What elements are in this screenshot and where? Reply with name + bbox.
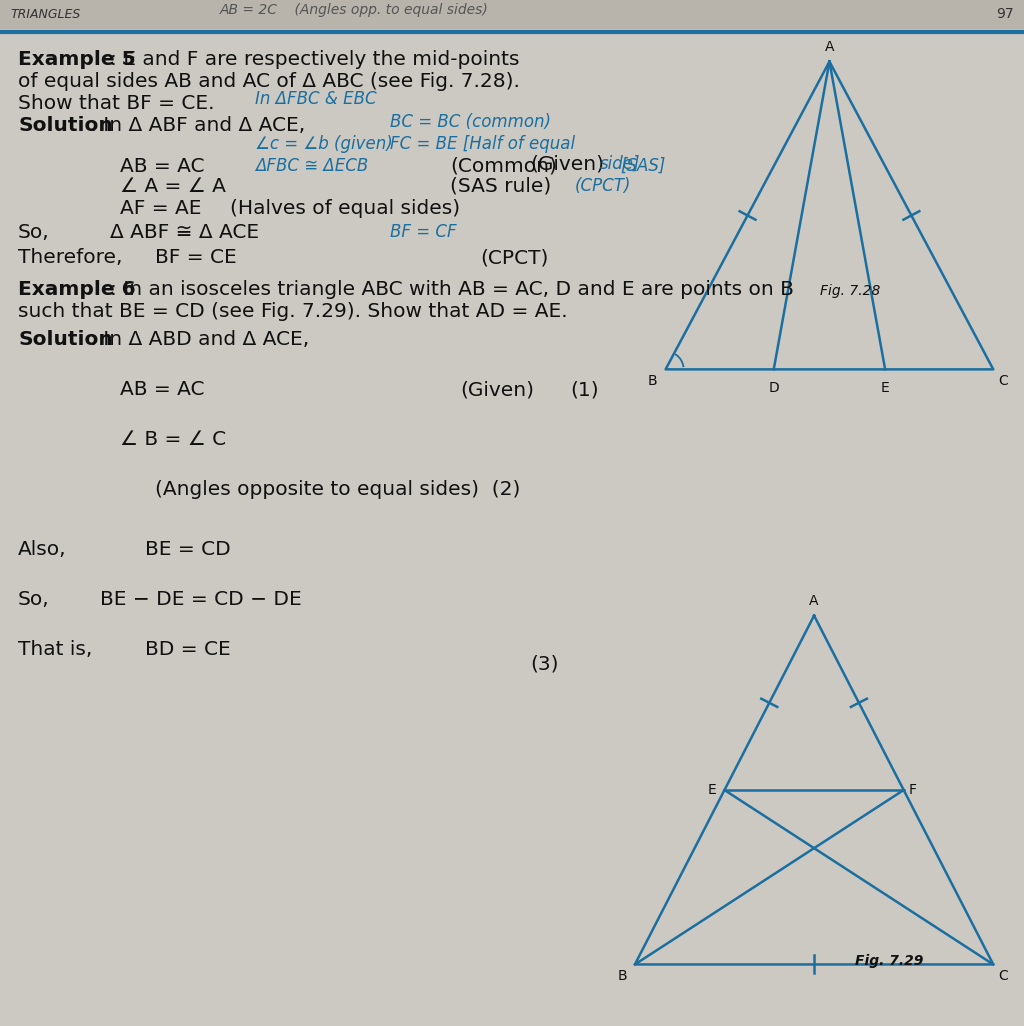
Text: Fig. 7.28: Fig. 7.28 (820, 284, 881, 298)
Text: Show that BF = CE.: Show that BF = CE. (18, 94, 214, 113)
Text: AF = AE: AF = AE (120, 199, 202, 218)
Text: BE − DE = CD − DE: BE − DE = CD − DE (100, 590, 302, 609)
Text: E: E (708, 783, 717, 797)
Text: ΔFBC ≅ ΔECB: ΔFBC ≅ ΔECB (255, 157, 369, 175)
Text: AB = 2C    (Angles opp. to equal sides): AB = 2C (Angles opp. to equal sides) (220, 3, 488, 17)
Text: (Given): (Given) (530, 155, 604, 174)
Text: side]: side] (600, 155, 640, 173)
Text: Δ ABF ≅ Δ ACE: Δ ABF ≅ Δ ACE (110, 223, 259, 242)
Text: C: C (998, 374, 1008, 389)
Text: BF = CE: BF = CE (155, 248, 237, 267)
Text: (CPCT): (CPCT) (575, 177, 632, 195)
Bar (0, 0, 1024, 28)
Text: So,: So, (18, 223, 50, 242)
Text: ∠ A = ∠ A: ∠ A = ∠ A (120, 177, 226, 196)
Text: BC = BC (common): BC = BC (common) (390, 113, 551, 131)
Text: FC = BE [Half of equal: FC = BE [Half of equal (390, 135, 575, 153)
Text: A: A (809, 594, 819, 607)
Text: (CPCT): (CPCT) (480, 248, 549, 267)
Text: BF = CF: BF = CF (390, 223, 457, 241)
Text: 97: 97 (996, 7, 1014, 21)
Text: TRIANGLES: TRIANGLES (10, 7, 80, 21)
Text: B: B (648, 374, 657, 389)
Text: ∠c = ∠b (given): ∠c = ∠b (given) (255, 135, 393, 153)
Text: C: C (998, 970, 1008, 984)
Text: So,: So, (18, 590, 50, 609)
Text: (Angles opposite to equal sides)  (2): (Angles opposite to equal sides) (2) (155, 480, 520, 499)
Text: (1): (1) (570, 380, 599, 399)
Text: Solution: Solution (18, 330, 113, 349)
Text: E: E (881, 382, 890, 395)
Text: ∠ B = ∠ C: ∠ B = ∠ C (120, 430, 226, 449)
Text: Fig. 7.29: Fig. 7.29 (855, 954, 924, 968)
Text: Also,: Also, (18, 540, 67, 559)
Text: A: A (824, 40, 835, 53)
Text: (Given): (Given) (460, 380, 534, 399)
Text: : In an isosceles triangle ABC with AB = AC, D and E are points on B: : In an isosceles triangle ABC with AB =… (110, 280, 794, 299)
Text: BE = CD: BE = CD (145, 540, 230, 559)
Text: Example 5: Example 5 (18, 50, 135, 69)
Text: : E and F are respectively the mid-points: : E and F are respectively the mid-point… (110, 50, 519, 69)
Text: (Common): (Common) (450, 157, 557, 176)
Text: Solution: Solution (18, 116, 113, 135)
Text: AB = AC: AB = AC (120, 157, 205, 176)
Text: (Halves of equal sides): (Halves of equal sides) (230, 199, 460, 218)
Text: BD = CE: BD = CE (145, 640, 230, 659)
Text: D: D (768, 382, 779, 395)
Text: : In Δ ABF and Δ ACE,: : In Δ ABF and Δ ACE, (90, 116, 305, 135)
Text: In ΔFBC & EBC: In ΔFBC & EBC (255, 90, 377, 108)
Text: (SAS rule): (SAS rule) (450, 177, 551, 196)
Text: Therefore,: Therefore, (18, 248, 123, 267)
Text: (3): (3) (530, 655, 558, 674)
Text: such that BE = CD (see Fig. 7.29). Show that AD = AE.: such that BE = CD (see Fig. 7.29). Show … (18, 302, 567, 321)
Text: : In Δ ABD and Δ ACE,: : In Δ ABD and Δ ACE, (90, 330, 309, 349)
Text: of equal sides AB and AC of Δ ABC (see Fig. 7.28).: of equal sides AB and AC of Δ ABC (see F… (18, 72, 520, 91)
Text: F: F (908, 783, 916, 797)
Text: [SAS]: [SAS] (620, 157, 666, 175)
Text: B: B (617, 970, 627, 984)
Text: That is,: That is, (18, 640, 92, 659)
Text: AB = AC: AB = AC (120, 380, 205, 399)
Text: Example 6: Example 6 (18, 280, 135, 299)
